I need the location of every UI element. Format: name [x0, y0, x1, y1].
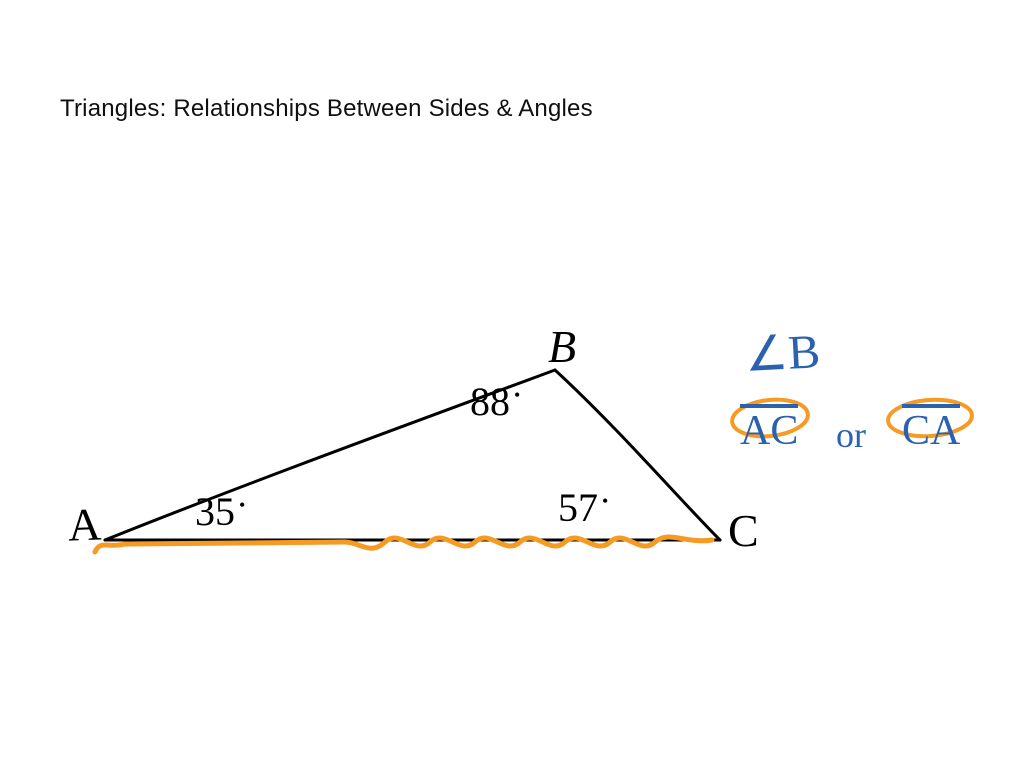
angle-c: 57•: [558, 484, 604, 531]
note-ac: AC: [740, 404, 798, 455]
vertex-label-a: A: [67, 497, 102, 551]
angle-c-value: 57: [558, 485, 598, 530]
angle-a: 35•: [195, 488, 241, 535]
angle-b: 88•: [470, 378, 516, 425]
vertex-label-b: B: [548, 320, 576, 373]
note-ac-text: AC: [740, 404, 798, 452]
angle-b-value: 88: [470, 379, 510, 424]
note-ca-text: CA: [902, 404, 960, 452]
vertex-label-c: C: [728, 504, 759, 557]
note-or: or: [836, 414, 866, 456]
angle-a-value: 35: [195, 489, 235, 534]
note-angle-b: ∠B: [744, 323, 822, 383]
note-ca: CA: [902, 404, 960, 455]
